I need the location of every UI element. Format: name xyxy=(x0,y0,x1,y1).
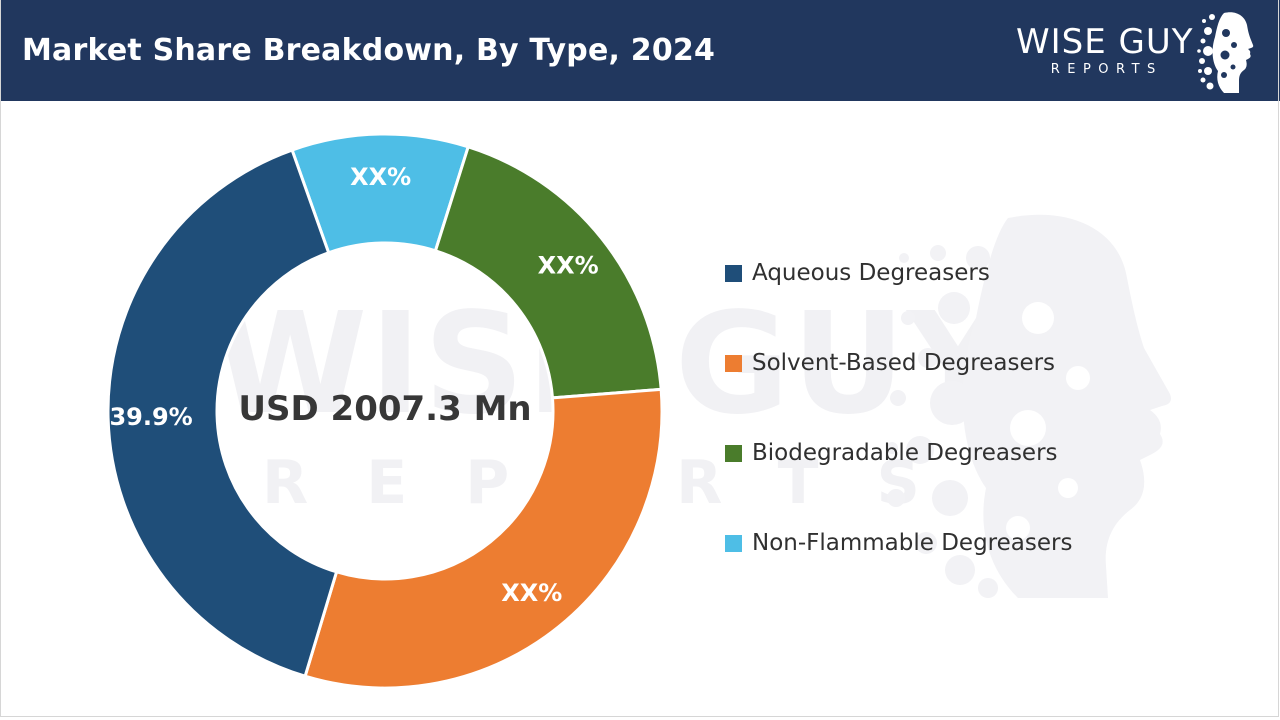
legend-label: Biodegradable Degreasers xyxy=(752,440,1058,466)
slice-label-solvent-based-degreasers: XX% xyxy=(501,579,562,607)
legend-item-non-flammable-degreasers: Non-Flammable Degreasers xyxy=(725,530,1073,556)
legend-item-aqueous-degreasers: Aqueous Degreasers xyxy=(725,260,1072,286)
slice-label-biodegradable-degreasers: XX% xyxy=(538,251,599,279)
legend-item-solvent-based-degreasers: Solvent-Based Degreasers xyxy=(725,350,1072,376)
header: Market Share Breakdown, By Type, 2024 WI… xyxy=(0,0,1280,101)
legend-swatch-icon xyxy=(725,444,742,462)
logo-wordmark: WISE GUY xyxy=(1016,21,1194,62)
wiseguy-logo: WISE GUY REPORTS xyxy=(1016,6,1262,96)
donut-segment-aqueous-degreasers xyxy=(106,148,339,678)
logo-wordmark-block: WISE GUY REPORTS xyxy=(1016,21,1194,78)
legend: Aqueous Degreasers Solvent-Based Degrease… xyxy=(725,260,1073,621)
legend-label: Solvent-Based Degreasers xyxy=(752,350,1056,376)
donut-segment-solvent-based-degreasers xyxy=(303,387,664,690)
legend-item-biodegradable-degreasers: Biodegradable Degreasers xyxy=(725,440,1072,466)
legend-swatch-icon xyxy=(725,534,742,552)
slice-label-aqueous-degreasers: 39.9% xyxy=(109,403,192,431)
legend-swatch-icon xyxy=(725,264,742,282)
wiseguy-face-logo-icon xyxy=(1196,12,1253,93)
donut-segment-biodegradable-degreasers xyxy=(433,145,663,400)
slice-label-non-flammable-degreasers: XX% xyxy=(350,163,411,191)
legend-label: Aqueous Degreasers xyxy=(752,260,990,286)
center-value: USD 2007.3 Mn xyxy=(238,389,532,429)
page-title: Market Share Breakdown, By Type, 2024 xyxy=(22,33,716,68)
logo-reports: REPORTS xyxy=(1050,62,1163,78)
legend-label: Non-Flammable Degreasers xyxy=(752,530,1073,556)
legend-swatch-icon xyxy=(725,354,742,372)
watermark-face-icon xyxy=(886,214,1171,598)
